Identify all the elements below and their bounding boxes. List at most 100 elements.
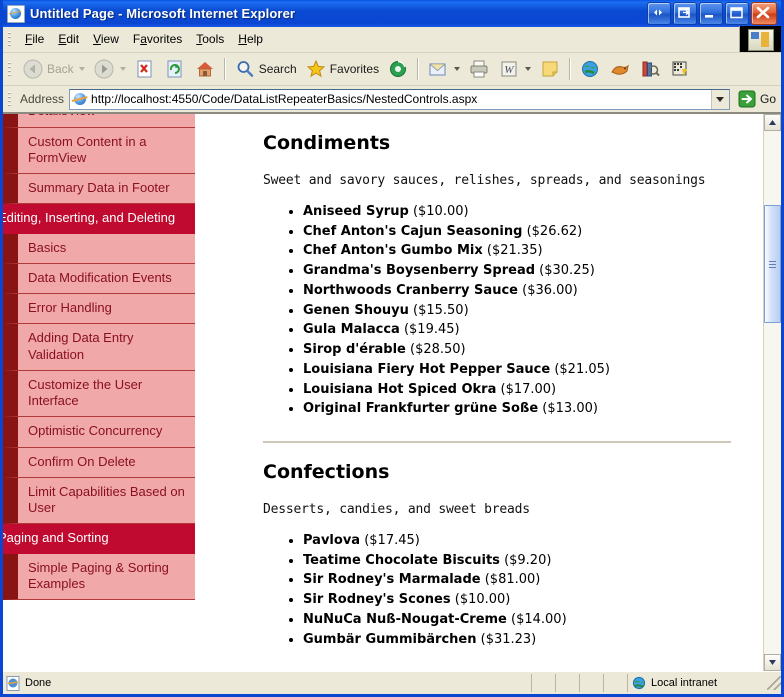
site-navigation: Custom Content in a DetailsView Custom Co… bbox=[3, 114, 210, 600]
address-input[interactable]: http://localhost:4550/Code/DataListRepea… bbox=[69, 88, 730, 110]
nav-item-label: Basics bbox=[28, 239, 67, 255]
product-price: ($15.50) bbox=[413, 302, 469, 318]
nav-item-data-modification-events[interactable]: Data Modification Events bbox=[3, 263, 195, 294]
maximize-button[interactable] bbox=[725, 2, 749, 25]
go-label: Go bbox=[759, 92, 776, 106]
refresh-button[interactable] bbox=[160, 56, 190, 82]
product-price: ($36.00) bbox=[522, 282, 578, 298]
media-icon bbox=[387, 58, 409, 80]
notes-button[interactable] bbox=[535, 56, 565, 82]
mail-button[interactable] bbox=[423, 56, 464, 82]
messenger-button[interactable] bbox=[665, 56, 695, 82]
standard-toolbar: Back bbox=[3, 53, 781, 86]
back-dropdown-caret[interactable] bbox=[78, 67, 85, 71]
forward-button[interactable] bbox=[89, 56, 130, 82]
media-button[interactable] bbox=[383, 56, 413, 82]
product-name: Gumbär Gummibärchen bbox=[303, 631, 477, 647]
scroll-up-button[interactable] bbox=[764, 114, 781, 131]
restore-window-button[interactable] bbox=[673, 2, 697, 25]
product-name: Grandma's Boysenberry Spread bbox=[303, 263, 536, 279]
forward-dropdown-caret[interactable] bbox=[119, 67, 126, 71]
nav-section-editing-inserting-and-deleting[interactable]: Editing, Inserting, and Deleting bbox=[3, 204, 195, 234]
page-favicon-icon bbox=[72, 91, 89, 107]
favorites-button[interactable]: Favorites bbox=[301, 56, 383, 82]
product-name: Sirop d'érable bbox=[303, 342, 406, 358]
nav-item-custom-content-in-a-detailsview[interactable]: Custom Content in a DetailsView bbox=[3, 114, 195, 128]
nav-item-customize-the-user-interface[interactable]: Customize the User Interface bbox=[3, 370, 195, 418]
go-button[interactable]: Go bbox=[733, 88, 779, 110]
edit-dropdown-caret[interactable] bbox=[525, 67, 532, 71]
security-zone-pane[interactable]: Local intranet bbox=[627, 674, 765, 692]
product-list-item: Chef Anton's Cajun Seasoning ($26.62) bbox=[303, 222, 743, 242]
product-name: Chef Anton's Gumbo Mix bbox=[303, 243, 483, 259]
nav-item-label: Optimistic Concurrency bbox=[28, 423, 163, 439]
scrollbar-track[interactable] bbox=[764, 131, 781, 654]
home-icon bbox=[194, 58, 216, 80]
menu-grip-handle[interactable] bbox=[6, 31, 14, 48]
mail-dropdown-caret[interactable] bbox=[454, 67, 461, 71]
nav-item-custom-content-in-a-formview[interactable]: Custom Content in a FormView bbox=[3, 127, 195, 174]
menu-item-view[interactable]: View bbox=[93, 32, 119, 46]
edit-in-word-button[interactable]: W bbox=[494, 56, 535, 82]
print-button[interactable] bbox=[464, 56, 494, 82]
nav-item-label: Customize the User Interface bbox=[28, 376, 143, 408]
address-dropdown-button[interactable] bbox=[710, 89, 729, 109]
nav-item-confirm-on-delete[interactable]: Confirm On Delete bbox=[3, 447, 195, 478]
nav-item-label: Custom Content in a FormView bbox=[28, 133, 147, 165]
menu-item-file[interactable]: File bbox=[25, 32, 45, 46]
fox-button[interactable] bbox=[605, 56, 635, 82]
address-url-text[interactable]: http://localhost:4550/Code/DataListRepea… bbox=[91, 92, 478, 106]
scroll-down-button[interactable] bbox=[764, 654, 781, 671]
toolbar-separator-1 bbox=[223, 58, 226, 80]
menu-item-tools[interactable]: Tools bbox=[196, 32, 225, 46]
nav-item-error-handling[interactable]: Error Handling bbox=[3, 294, 195, 325]
menu-label-help-rest: elp bbox=[246, 32, 263, 46]
product-list-item: Gumbär Gummibärchen ($31.23) bbox=[303, 630, 743, 650]
category-description: Desserts, candies, and sweet breads bbox=[263, 501, 530, 517]
product-name: Pavlova bbox=[303, 532, 361, 548]
nav-item-optimistic-concurrency[interactable]: Optimistic Concurrency bbox=[3, 417, 195, 448]
nav-section-label: Paging and Sorting bbox=[3, 530, 109, 546]
research-button[interactable] bbox=[635, 56, 665, 82]
back-button[interactable]: Back bbox=[18, 56, 89, 82]
menu-label-edit-rest: dit bbox=[66, 32, 80, 46]
product-list-item: Sir Rodney's Scones ($10.00) bbox=[303, 590, 743, 610]
menu-item-edit[interactable]: Edit bbox=[58, 32, 80, 46]
nav-item-basics[interactable]: Basics bbox=[3, 233, 195, 264]
page-scrollbar-vertical[interactable] bbox=[763, 114, 781, 671]
product-list-item: Louisiana Hot Spiced Okra ($17.00) bbox=[303, 380, 743, 400]
address-grip-handle[interactable] bbox=[6, 90, 14, 108]
nav-item-limit-capabilities-based-on-user[interactable]: Limit Capabilities Based on User bbox=[3, 477, 195, 525]
nav-item-summary-data-in-footer[interactable]: Summary Data in Footer bbox=[3, 174, 195, 205]
product-price: ($9.20) bbox=[504, 552, 552, 568]
nav-item-adding-data-entry-validation[interactable]: Adding Data Entry Validation bbox=[3, 324, 195, 371]
category-title: Confections bbox=[263, 461, 390, 484]
product-name: Genen Shouyu bbox=[303, 302, 409, 318]
word-document-icon: W bbox=[498, 58, 520, 80]
restore-group-button[interactable] bbox=[647, 2, 671, 25]
browser-viewport: Custom Content in a DetailsView Custom Co… bbox=[3, 113, 781, 671]
menu-label-tools-rest: ools bbox=[202, 32, 225, 46]
close-button[interactable] bbox=[751, 2, 777, 25]
product-list: Pavlova ($17.45)Teatime Chocolate Biscui… bbox=[263, 517, 743, 650]
product-list-item: NuNuCa Nuß-Nougat-Creme ($14.00) bbox=[303, 610, 743, 630]
nav-item-simple-paging-sorting-examples[interactable]: Simple Paging & Sorting Examples bbox=[3, 553, 195, 600]
toolbar-grip-handle[interactable] bbox=[6, 60, 14, 78]
home-button[interactable] bbox=[190, 56, 220, 82]
resize-grip-icon[interactable] bbox=[767, 676, 781, 690]
window-controls bbox=[647, 2, 777, 25]
product-price: ($26.62) bbox=[526, 223, 583, 239]
star-icon bbox=[305, 58, 327, 80]
minimize-button[interactable] bbox=[699, 2, 723, 25]
menu-item-help[interactable]: Help bbox=[238, 32, 263, 46]
product-price: ($30.25) bbox=[539, 263, 595, 279]
nav-section-paging-and-sorting[interactable]: Paging and Sorting bbox=[3, 524, 195, 554]
product-list-item: Louisiana Fiery Hot Pepper Sauce ($21.05… bbox=[303, 360, 743, 380]
scrollbar-thumb[interactable] bbox=[764, 205, 781, 323]
stop-button[interactable] bbox=[130, 56, 160, 82]
menu-item-favorites[interactable]: Favorites bbox=[132, 32, 183, 46]
search-button[interactable]: Search bbox=[230, 56, 301, 82]
product-list-item: Original Frankfurter grüne Soße ($13.00) bbox=[303, 399, 743, 419]
globe-button[interactable] bbox=[575, 56, 605, 82]
product-name: Sir Rodney's Marmalade bbox=[303, 572, 481, 588]
